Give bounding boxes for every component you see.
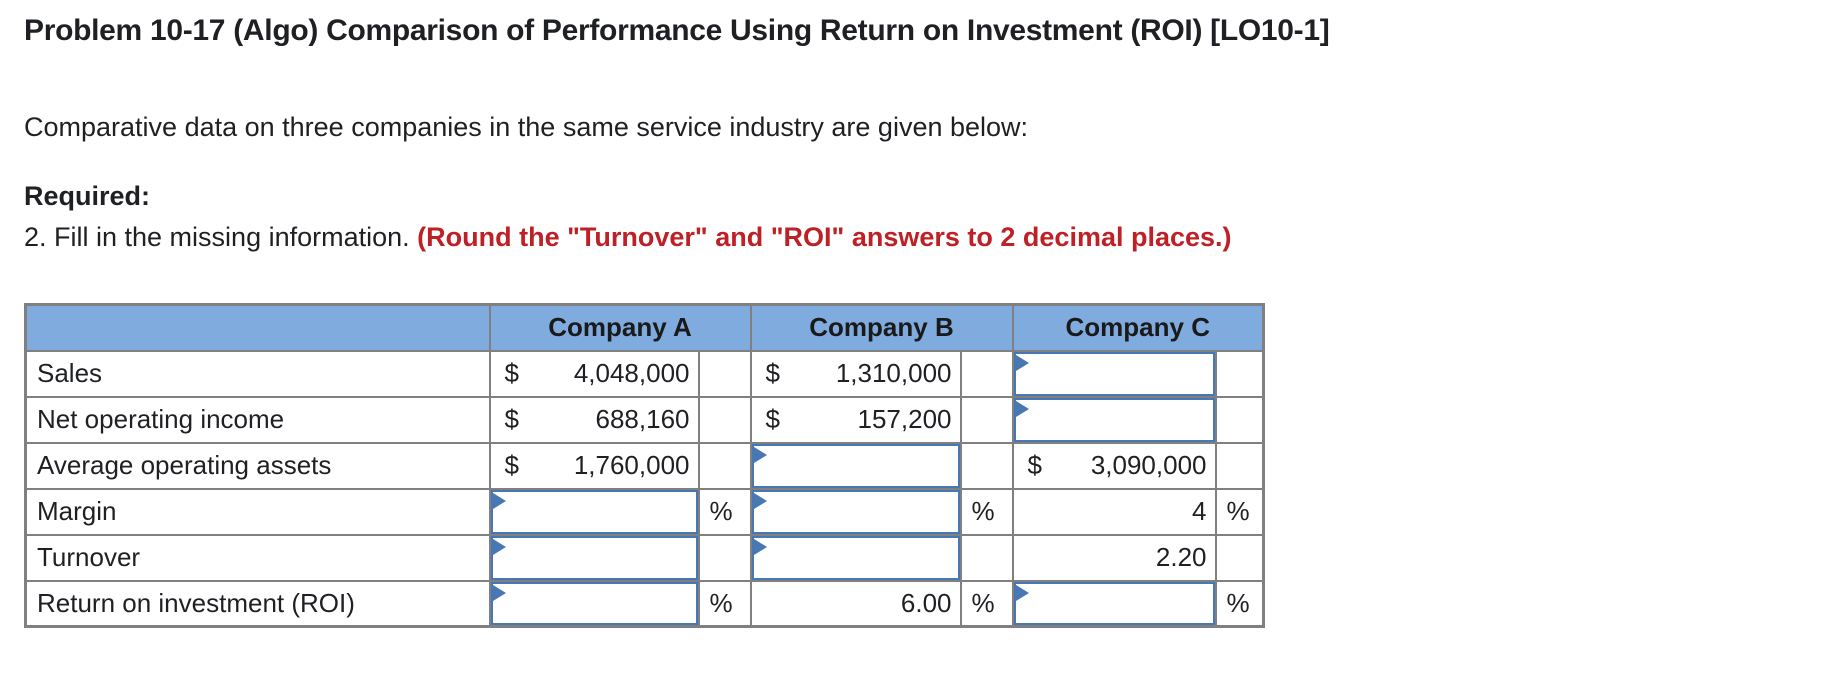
percent-cell-roi-a: % <box>697 579 752 628</box>
input-sales-company-c[interactable] <box>1014 352 1214 395</box>
percent-cell-margin-a: % <box>697 487 752 536</box>
answer-flag-icon <box>753 492 767 509</box>
dollar-sign: $ <box>765 404 780 434</box>
cell-turnover-company-a <box>488 533 700 582</box>
cell-margin-company-c: 4 <box>1011 487 1217 536</box>
cell-noi-company-b: $ 157,200 <box>749 395 962 444</box>
input-aoa-company-b[interactable] <box>752 444 959 487</box>
spacer-cell-aoa-b <box>959 441 1014 490</box>
input-margin-company-b[interactable] <box>752 490 959 533</box>
row-label-sales: Sales <box>24 349 491 398</box>
intro-text: Comparative data on three companies in t… <box>24 112 1029 142</box>
cell-margin-company-b <box>749 487 962 536</box>
spacer-cell-aoa-a <box>697 441 752 490</box>
cell-sales-company-a: $ 4,048,000 <box>488 349 700 398</box>
cell-aoa-company-c: $ 3,090,000 <box>1011 441 1217 490</box>
cell-roi-company-c <box>1011 579 1217 628</box>
cell-noi-company-a: $ 688,160 <box>488 395 700 444</box>
dollar-sign: $ <box>504 358 519 388</box>
row-label-average-operating-assets: Average operating assets <box>24 441 491 490</box>
input-turnover-company-b[interactable] <box>752 536 959 579</box>
table-row-margin: Margin % % 4 % <box>24 487 1265 536</box>
spacer-cell-noi-a <box>697 395 752 444</box>
table-header-row: Company A Company B Company C <box>24 303 1265 352</box>
table-row-sales: Sales $ 4,048,000 $ 1,310,000 <box>24 349 1265 398</box>
cell-roi-company-b: 6.00 <box>749 579 962 628</box>
page-title: Problem 10-17 (Algo) Comparison of Perfo… <box>24 14 1330 47</box>
cell-sales-company-c <box>1011 349 1217 398</box>
answer-flag-icon <box>1015 584 1029 601</box>
answer-flag-icon <box>1015 400 1029 417</box>
cell-sales-company-b: $ 1,310,000 <box>749 349 962 398</box>
percent-cell-roi-b: % <box>959 579 1014 628</box>
dollar-sign: $ <box>504 450 519 480</box>
percent-cell-margin-c: % <box>1214 487 1265 536</box>
cell-margin-company-a <box>488 487 700 536</box>
cell-turnover-company-b <box>749 533 962 582</box>
answer-flag-icon <box>753 446 767 463</box>
cell-value: 1,310,000 <box>835 358 952 388</box>
row-label-turnover: Turnover <box>24 533 491 582</box>
answer-flag-icon <box>492 538 506 555</box>
dollar-sign: $ <box>765 358 780 388</box>
cell-value: 157,200 <box>857 404 952 434</box>
spacer-cell-noi-b <box>959 395 1014 444</box>
row-label-net-operating-income: Net operating income <box>24 395 491 444</box>
cell-aoa-company-b <box>749 441 962 490</box>
table-row-turnover: Turnover 2.20 <box>24 533 1265 582</box>
input-roi-company-a[interactable] <box>491 582 697 625</box>
instruction-text: 2. Fill in the missing information. (Rou… <box>24 222 1848 253</box>
input-turnover-company-a[interactable] <box>491 536 697 579</box>
table-header-company-c: Company C <box>1011 303 1265 352</box>
spacer-cell-sales-a <box>697 349 752 398</box>
table-header-company-a: Company A <box>488 303 752 352</box>
cell-value: 4,048,000 <box>573 358 690 388</box>
spacer-cell-turnover-a <box>697 533 752 582</box>
percent-cell-margin-b: % <box>959 487 1014 536</box>
table-row-roi: Return on investment (ROI) % 6.00 % % <box>24 579 1265 628</box>
spacer-cell-turnover-c <box>1214 533 1265 582</box>
input-margin-company-a[interactable] <box>491 490 697 533</box>
page-content: Problem 10-17 (Algo) Comparison of Perfo… <box>24 14 1848 628</box>
cell-value: 1,760,000 <box>573 450 690 480</box>
required-label: Required: <box>24 181 151 211</box>
spacer-cell-sales-c <box>1214 349 1265 398</box>
instruction-plain: 2. Fill in the missing information. <box>24 222 418 252</box>
spacer-cell-noi-c <box>1214 395 1265 444</box>
cell-value: 3,090,000 <box>1090 450 1207 480</box>
table-row-net-operating-income: Net operating income $ 688,160 $ 157,200 <box>24 395 1265 444</box>
table-header-company-b: Company B <box>749 303 1014 352</box>
answer-flag-icon <box>1015 354 1029 371</box>
input-roi-company-c[interactable] <box>1014 582 1214 625</box>
spacer-cell-turnover-b <box>959 533 1014 582</box>
cell-value: 688,160 <box>595 404 690 434</box>
cell-noi-company-c <box>1011 395 1217 444</box>
roi-comparison-table: Company A Company B Company C Sales $ 4,… <box>24 303 1265 628</box>
percent-cell-roi-c: % <box>1214 579 1265 628</box>
cell-aoa-company-a: $ 1,760,000 <box>488 441 700 490</box>
answer-flag-icon <box>492 492 506 509</box>
table-header-blank <box>24 303 491 352</box>
input-noi-company-c[interactable] <box>1014 398 1214 441</box>
table-row-average-operating-assets: Average operating assets $ 1,760,000 $ 3… <box>24 441 1265 490</box>
answer-flag-icon <box>492 584 506 601</box>
spacer-cell-aoa-c <box>1214 441 1265 490</box>
cell-turnover-company-c: 2.20 <box>1011 533 1217 582</box>
instruction-emphasis: (Round the "Turnover" and "ROI" answers … <box>417 222 1232 252</box>
answer-flag-icon <box>753 538 767 555</box>
row-label-margin: Margin <box>24 487 491 536</box>
row-label-roi: Return on investment (ROI) <box>24 579 491 628</box>
spacer-cell-sales-b <box>959 349 1014 398</box>
dollar-sign: $ <box>504 404 519 434</box>
cell-roi-company-a <box>488 579 700 628</box>
dollar-sign: $ <box>1027 450 1042 480</box>
